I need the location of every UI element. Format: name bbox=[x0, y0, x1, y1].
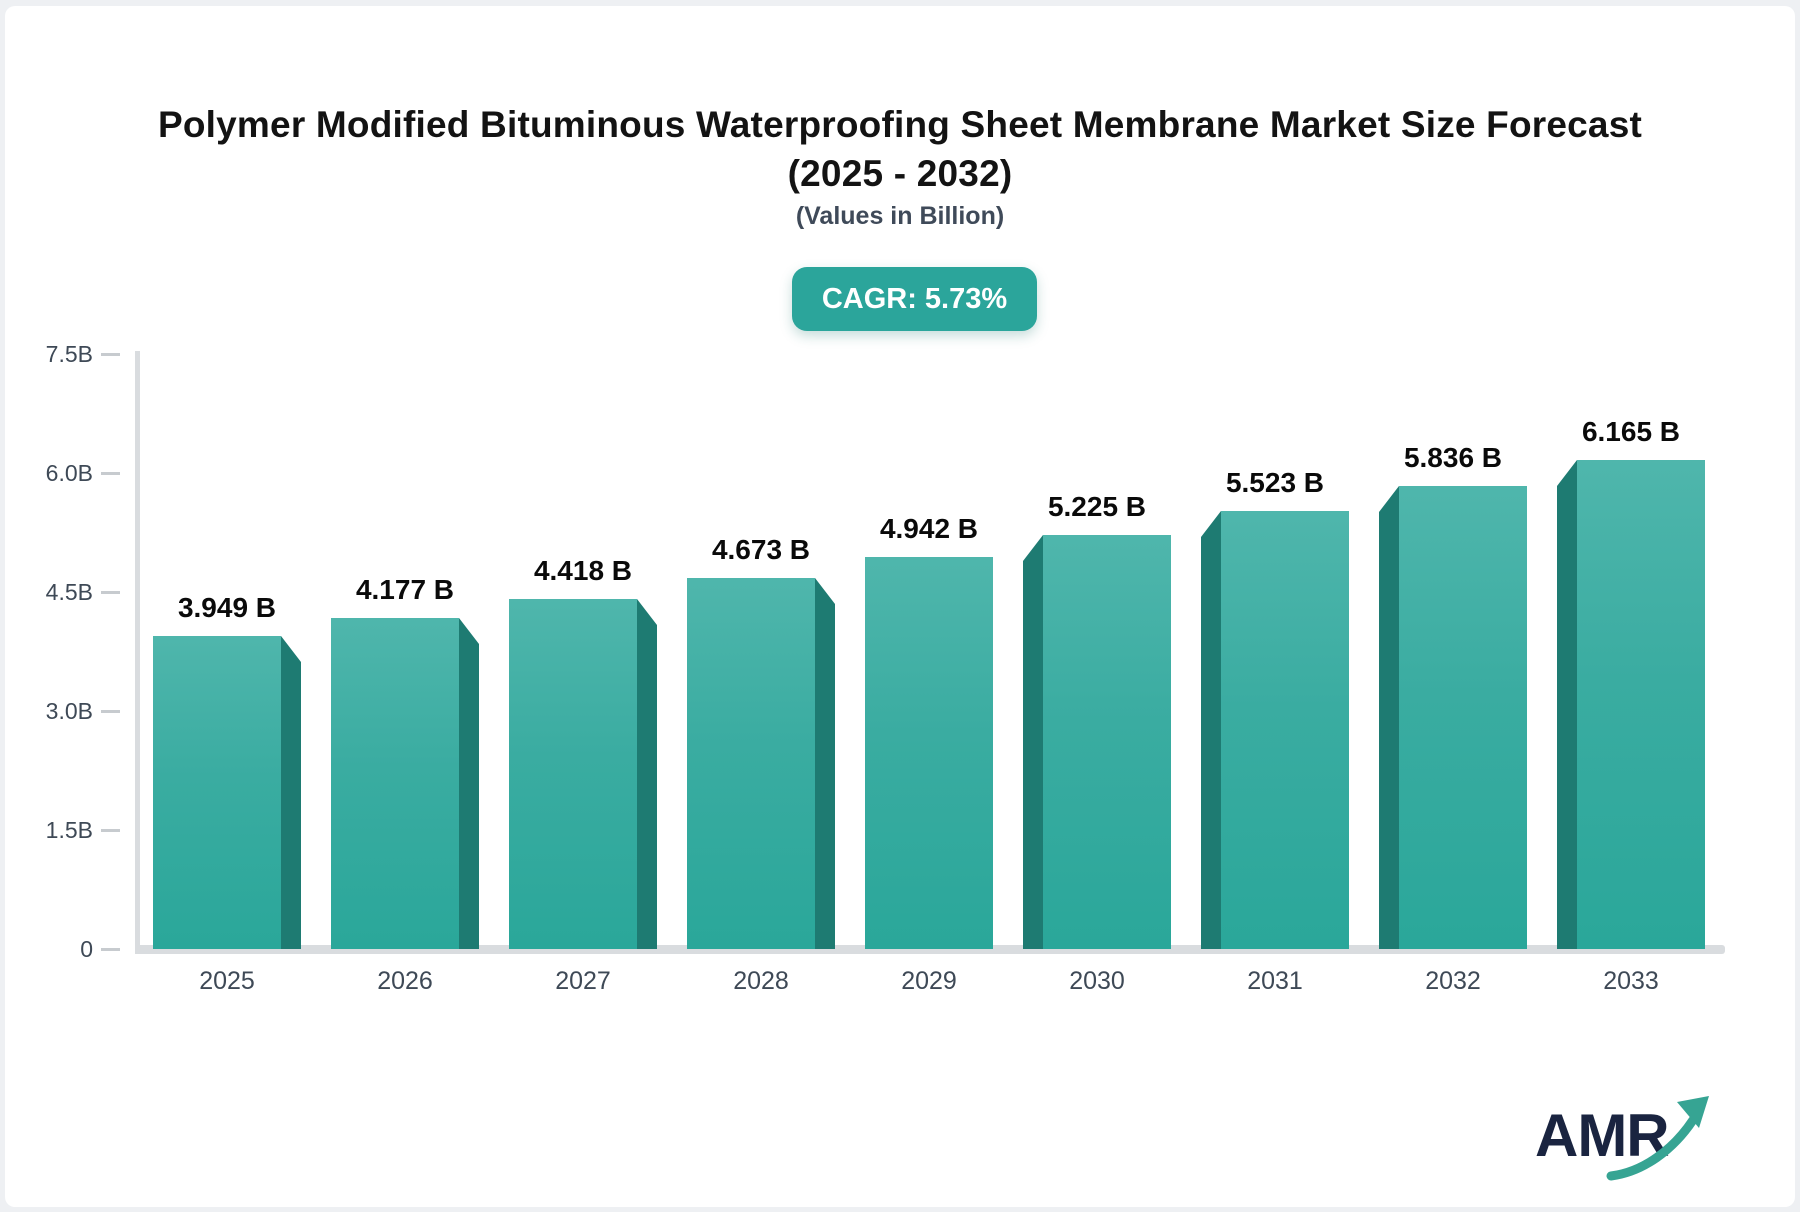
x-axis-label-2026: 2026 bbox=[377, 967, 433, 995]
bar-2032[interactable] bbox=[1399, 486, 1527, 949]
bar-side-face-2033 bbox=[1557, 460, 1577, 949]
bar-value-label-2029: 4.942 B bbox=[879, 513, 979, 544]
y-tick-label: 6.0B bbox=[45, 460, 93, 486]
bar-value-label-2032: 5.836 B bbox=[1403, 442, 1503, 473]
bar-side-face-2028 bbox=[815, 578, 835, 949]
chart-subtitle: (Values in Billion) bbox=[795, 202, 1005, 230]
y-tick-dash bbox=[101, 472, 120, 475]
bar-value-label-2026: 4.177 B bbox=[355, 574, 455, 605]
y-tick-dash bbox=[101, 710, 120, 713]
bar-2031[interactable] bbox=[1221, 511, 1349, 949]
bar-side-face-2032 bbox=[1379, 486, 1399, 949]
cagr-badge-label: CAGR: 5.73% bbox=[821, 282, 1008, 315]
bar-2025[interactable] bbox=[153, 636, 281, 949]
bar-value-label-2025: 3.949 B bbox=[177, 592, 277, 623]
y-tick-dash bbox=[101, 353, 120, 356]
y-tick-label: 3.0B bbox=[45, 698, 93, 724]
bar-value-label-2028: 4.673 B bbox=[711, 534, 811, 565]
bar-2029[interactable] bbox=[865, 557, 993, 949]
y-tick-dash bbox=[101, 948, 120, 951]
bar-side-face-2031 bbox=[1201, 511, 1221, 949]
chart-card: Polymer Modified Bituminous Waterproofin… bbox=[5, 6, 1795, 1207]
bar-2027[interactable] bbox=[509, 599, 637, 949]
y-tick-label: 0 bbox=[80, 936, 93, 962]
x-axis-label-2027: 2027 bbox=[555, 967, 611, 995]
chart-title-line2: (2025 - 2032) bbox=[787, 153, 1013, 194]
y-tick-label: 1.5B bbox=[45, 817, 93, 843]
y-axis-line bbox=[135, 351, 140, 954]
x-axis-label-2031: 2031 bbox=[1247, 967, 1303, 995]
chart-title: Polymer Modified Bituminous Waterproofin… bbox=[5, 100, 1795, 198]
logo-arrow-icon bbox=[1606, 1096, 1709, 1181]
x-axis-label-2030: 2030 bbox=[1069, 967, 1125, 995]
bar-value-label-2031: 5.523 B bbox=[1225, 467, 1325, 498]
bar-side-face-2026 bbox=[459, 618, 479, 949]
x-axis-label-2028: 2028 bbox=[733, 967, 789, 995]
bar-value-label-2033: 6.165 B bbox=[1581, 416, 1681, 447]
x-axis-label-2033: 2033 bbox=[1603, 967, 1659, 995]
x-axis-label-2025: 2025 bbox=[199, 967, 255, 995]
x-axis-label-2032: 2032 bbox=[1425, 967, 1481, 995]
y-tick-dash bbox=[101, 829, 120, 832]
x-axis-label-2029: 2029 bbox=[901, 967, 957, 995]
bar-side-face-2025 bbox=[281, 636, 301, 949]
bar-2033[interactable] bbox=[1577, 460, 1705, 949]
y-tick-label: 4.5B bbox=[45, 579, 93, 605]
amr-logo-text: AMR bbox=[1535, 1102, 1669, 1169]
bar-side-face-2027 bbox=[637, 599, 657, 949]
bar-side-face-2030 bbox=[1023, 535, 1043, 949]
bar-2030[interactable] bbox=[1043, 535, 1171, 949]
x-axis-baseline bbox=[135, 945, 1725, 954]
amr-logo: AMR bbox=[1535, 1096, 1709, 1181]
y-tick-dash bbox=[101, 591, 120, 594]
chart-title-line1: Polymer Modified Bituminous Waterproofin… bbox=[158, 104, 1642, 145]
bar-2028[interactable] bbox=[687, 578, 815, 949]
cagr-badge: CAGR: 5.73% bbox=[792, 267, 1037, 331]
bar-value-label-2030: 5.225 B bbox=[1047, 491, 1147, 522]
bar-value-label-2027: 4.418 B bbox=[533, 555, 633, 586]
y-tick-label: 7.5B bbox=[45, 341, 93, 367]
bar-2026[interactable] bbox=[331, 618, 459, 949]
